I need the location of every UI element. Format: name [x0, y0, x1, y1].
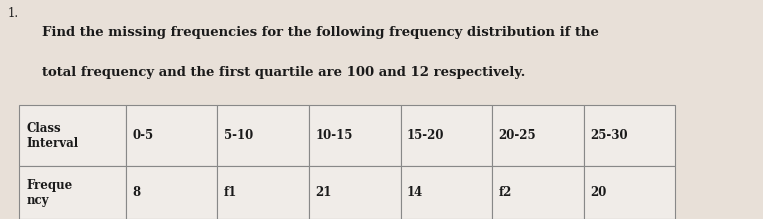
Bar — [401, 105, 492, 166]
Text: Class
Interval: Class Interval — [27, 122, 79, 150]
Text: Find the missing frequencies for the following frequency distribution if the: Find the missing frequencies for the fol… — [42, 26, 599, 39]
Text: 15-20: 15-20 — [407, 129, 445, 142]
Text: 0-5: 0-5 — [132, 129, 153, 142]
Text: f1: f1 — [224, 186, 237, 199]
Bar — [584, 166, 675, 219]
Text: 5-10: 5-10 — [224, 129, 253, 142]
Text: total frequency and the first quartile are 100 and 12 respectively.: total frequency and the first quartile a… — [42, 66, 526, 79]
Bar — [401, 166, 492, 219]
Bar — [309, 166, 401, 219]
Text: 14: 14 — [407, 186, 423, 199]
Bar — [217, 105, 309, 166]
Bar — [126, 166, 217, 219]
Text: 20-25: 20-25 — [498, 129, 536, 142]
Text: 25-30: 25-30 — [590, 129, 628, 142]
Text: 10-15: 10-15 — [315, 129, 353, 142]
Bar — [309, 105, 401, 166]
Bar — [19, 105, 126, 166]
Text: 8: 8 — [132, 186, 140, 199]
Text: Freque
ncy: Freque ncy — [27, 179, 72, 207]
Bar — [492, 166, 584, 219]
Text: 21: 21 — [315, 186, 332, 199]
Text: 1.: 1. — [8, 7, 19, 19]
Bar — [217, 166, 309, 219]
Bar — [584, 105, 675, 166]
Bar — [19, 166, 126, 219]
Text: 20: 20 — [590, 186, 607, 199]
Bar — [126, 105, 217, 166]
Text: f2: f2 — [498, 186, 512, 199]
Bar — [492, 105, 584, 166]
